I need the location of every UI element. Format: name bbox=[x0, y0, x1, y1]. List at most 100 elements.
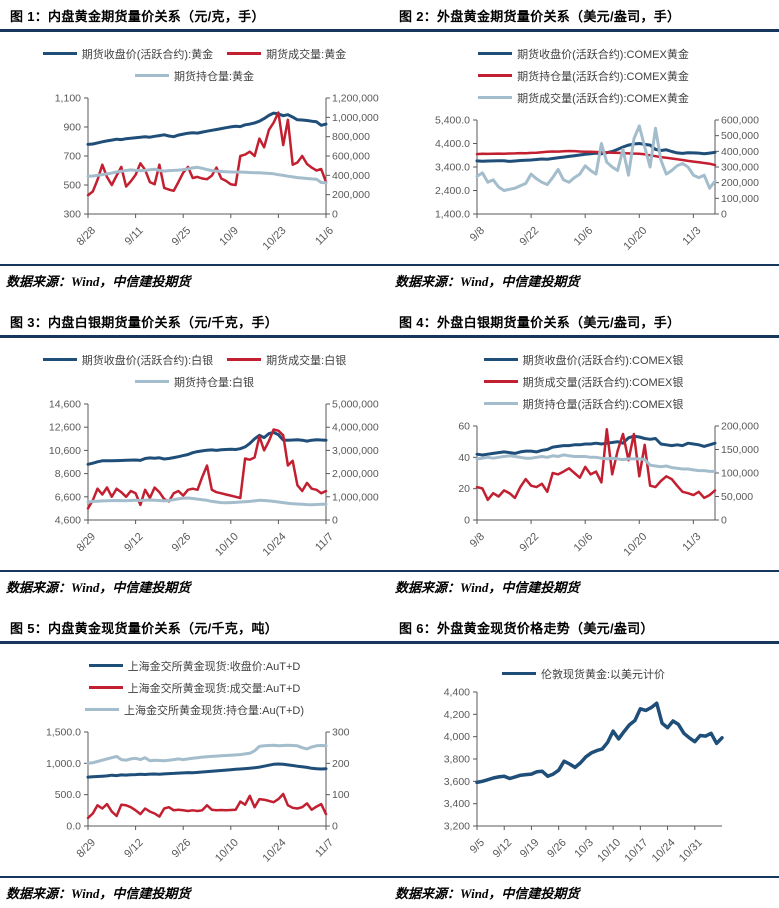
chart-plot: 300 500 700 900 1,100 0 200,000 400,000 600,000 8… bbox=[55, 92, 379, 252]
svg-text:40: 40 bbox=[458, 451, 470, 463]
source-row: 数据来源：Wind，中信建投期货 数据来源：Wind，中信建投期货 bbox=[0, 266, 779, 296]
divider-rule bbox=[0, 641, 779, 644]
legend-label: 期货成交量(活跃合约):COMEX黄金 bbox=[517, 92, 689, 105]
chart-legend: 期货收盘价(活跃合约):黄金 期货成交量:黄金 期货持仓量:黄金 bbox=[0, 32, 389, 90]
svg-text:8/29: 8/29 bbox=[74, 836, 98, 860]
svg-text:500,000: 500,000 bbox=[721, 130, 759, 142]
svg-text:600,000: 600,000 bbox=[332, 150, 370, 162]
legend-label: 期货成交量:黄金 bbox=[266, 48, 347, 61]
svg-text:11/7: 11/7 bbox=[313, 836, 336, 859]
svg-text:10/10: 10/10 bbox=[595, 836, 623, 864]
svg-text:9/12: 9/12 bbox=[122, 530, 146, 554]
svg-text:9/11: 9/11 bbox=[123, 224, 146, 247]
svg-text:60: 60 bbox=[458, 420, 470, 432]
svg-text:3,600: 3,600 bbox=[444, 775, 470, 787]
svg-text:0: 0 bbox=[464, 514, 470, 526]
legend-label: 上海金交所黄金现货:收盘价:AuT+D bbox=[127, 660, 301, 673]
svg-text:900: 900 bbox=[63, 121, 81, 133]
data-source-note: 数据来源：Wind，中信建投期货 bbox=[6, 580, 191, 595]
svg-text:11/7: 11/7 bbox=[313, 530, 336, 553]
legend-row: 上海金交所黄金现货:收盘价:AuT+D bbox=[88, 658, 301, 674]
svg-text:9/26: 9/26 bbox=[170, 836, 194, 860]
legend-row: 期货成交量(活跃合约):COMEX黄金 bbox=[478, 90, 689, 106]
legend-item: 期货持仓量:黄金 bbox=[134, 68, 254, 84]
svg-text:8/28: 8/28 bbox=[74, 224, 98, 248]
svg-text:10/24: 10/24 bbox=[261, 836, 289, 864]
legend-row: 期货持仓量(活跃合约):COMEX黄金 bbox=[478, 68, 689, 84]
legend-swatch-navy bbox=[42, 52, 77, 55]
legend-item: 伦敦现货黄金:以美元计价 bbox=[501, 666, 666, 682]
chart-plot: 0 20 40 60 0 50,000 100,000 150,000 200,000 9/8 9/… bbox=[458, 420, 759, 558]
figure-2-title: 图 2：外盘黄金期货量价关系（美元/盎司，手） bbox=[399, 9, 681, 24]
legend-label: 伦敦现货黄金:以美元计价 bbox=[540, 668, 666, 681]
svg-text:2,000,000: 2,000,000 bbox=[332, 468, 379, 480]
svg-text:1,500.0: 1,500.0 bbox=[46, 726, 81, 738]
figure-6-title: 图 6：外盘黄金现货价格走势（美元/盎司） bbox=[399, 621, 654, 636]
svg-text:100,000: 100,000 bbox=[721, 192, 759, 204]
figure-1-title: 图 1：内盘黄金期货量价关系（元/克，手） bbox=[10, 9, 265, 24]
legend-row: 期货收盘价(活跃合约):COMEX银 bbox=[483, 352, 683, 368]
legend-item: 期货收盘价(活跃合约):白银 bbox=[42, 352, 213, 368]
legend-swatch-red bbox=[478, 74, 513, 77]
legend-swatch-red bbox=[227, 358, 262, 361]
svg-text:14,600: 14,600 bbox=[49, 398, 81, 410]
chart-plot: 4,600 6,600 8,600 10,600 12,600 14,600 0 1,000,… bbox=[49, 398, 379, 558]
chart-figure-6: 伦敦现货黄金:以美元计价 3,200 3,400 3,600 3,800 4,000 4,… bbox=[389, 644, 778, 876]
chart-legend: 期货收盘价(活跃合约):COMEX银 期货成交量(活跃合约):COMEX银 期货持仓… bbox=[389, 338, 778, 418]
legend-item: 期货成交量(活跃合约):COMEX黄金 bbox=[478, 90, 689, 106]
chart-figure-5: 上海金交所黄金现货:收盘价:AuT+D 上海金交所黄金现货:成交量:AuT+D 上海… bbox=[0, 644, 389, 876]
svg-text:11/6: 11/6 bbox=[313, 224, 336, 247]
svg-text:10/20: 10/20 bbox=[621, 530, 649, 558]
legend-label: 上海金交所黄金现货:持仓量:Au(T+D) bbox=[124, 704, 304, 717]
legend-swatch-red bbox=[88, 686, 123, 689]
data-source-note: 数据来源：Wind，中信建投期货 bbox=[6, 274, 191, 289]
data-source-note: 数据来源：Wind，中信建投期货 bbox=[395, 886, 580, 901]
svg-text:5,000,000: 5,000,000 bbox=[332, 398, 379, 410]
svg-text:600,000: 600,000 bbox=[721, 114, 759, 126]
svg-text:8,600: 8,600 bbox=[55, 468, 81, 480]
legend-row: 伦敦现货黄金:以美元计价 bbox=[501, 666, 666, 682]
divider-rule bbox=[0, 569, 779, 572]
svg-text:1,000,000: 1,000,000 bbox=[332, 111, 379, 123]
legend-item: 上海金交所黄金现货:成交量:AuT+D bbox=[88, 680, 300, 696]
legend-item: 期货持仓量(活跃合约):COMEX银 bbox=[483, 396, 683, 412]
svg-text:9/19: 9/19 bbox=[518, 836, 542, 860]
legend-item: 期货成交量:白银 bbox=[227, 352, 346, 368]
svg-text:0: 0 bbox=[721, 208, 727, 220]
title-row: 图 3：内盘白银期货量价关系（元/千克，手） 图 4：外盘白银期货量价关系（美元… bbox=[0, 312, 779, 335]
svg-text:4,200: 4,200 bbox=[444, 708, 470, 720]
divider-rule bbox=[0, 29, 779, 32]
divider-rule bbox=[0, 335, 779, 338]
svg-text:11/3: 11/3 bbox=[680, 224, 703, 247]
chart-plot: 0.0 500.0 1,000.0 1,500.0 0 100 200 300 8/29 9/12… bbox=[46, 726, 350, 864]
svg-text:10/3: 10/3 bbox=[572, 836, 596, 860]
svg-text:10,600: 10,600 bbox=[49, 444, 81, 456]
svg-text:10/10: 10/10 bbox=[213, 836, 241, 864]
legend-row: 期货收盘价(活跃合约):COMEX黄金 bbox=[478, 46, 689, 62]
svg-text:10/24: 10/24 bbox=[650, 836, 678, 864]
svg-text:10/23: 10/23 bbox=[261, 224, 289, 252]
svg-text:9/12: 9/12 bbox=[491, 836, 515, 860]
svg-text:2,400.0: 2,400.0 bbox=[435, 185, 470, 197]
svg-text:4,400.0: 4,400.0 bbox=[435, 138, 470, 150]
legend-item: 期货成交量:黄金 bbox=[227, 46, 346, 62]
svg-text:150,000: 150,000 bbox=[721, 444, 759, 456]
figure-section-3: 图 5：内盘黄金现货量价关系（元/千克，吨） 图 6：外盘黄金现货价格走势（美元… bbox=[0, 612, 779, 908]
chart-legend: 伦敦现货黄金:以美元计价 bbox=[389, 644, 778, 684]
svg-text:800,000: 800,000 bbox=[332, 131, 370, 143]
legend-row: 期货持仓量:黄金 bbox=[134, 68, 254, 84]
svg-text:700: 700 bbox=[63, 150, 81, 162]
svg-text:1,400.0: 1,400.0 bbox=[435, 208, 470, 220]
chart-figure-4: 期货收盘价(活跃合约):COMEX银 期货成交量(活跃合约):COMEX银 期货持仓… bbox=[389, 338, 778, 570]
data-source-note: 数据来源：Wind，中信建投期货 bbox=[395, 580, 580, 595]
title-row: 图 1：内盘黄金期货量价关系（元/克，手） 图 2：外盘黄金期货量价关系（美元/… bbox=[0, 6, 779, 29]
svg-text:9/5: 9/5 bbox=[468, 836, 487, 855]
legend-row: 期货收盘价(活跃合约):白银 期货成交量:白银 bbox=[42, 352, 346, 368]
legend-label: 期货收盘价(活跃合约):COMEX黄金 bbox=[517, 48, 689, 61]
chart-figure-2: 期货收盘价(活跃合约):COMEX黄金期货持仓量(活跃合约):COMEX黄金期货… bbox=[389, 32, 778, 264]
chart-legend: 期货收盘价(活跃合约):白银 期货成交量:白银 期货持仓量:白银 bbox=[0, 338, 389, 396]
svg-text:10/6: 10/6 bbox=[572, 224, 596, 248]
svg-text:10/17: 10/17 bbox=[623, 836, 651, 864]
svg-text:200: 200 bbox=[332, 757, 350, 769]
svg-text:11/3: 11/3 bbox=[680, 530, 703, 553]
